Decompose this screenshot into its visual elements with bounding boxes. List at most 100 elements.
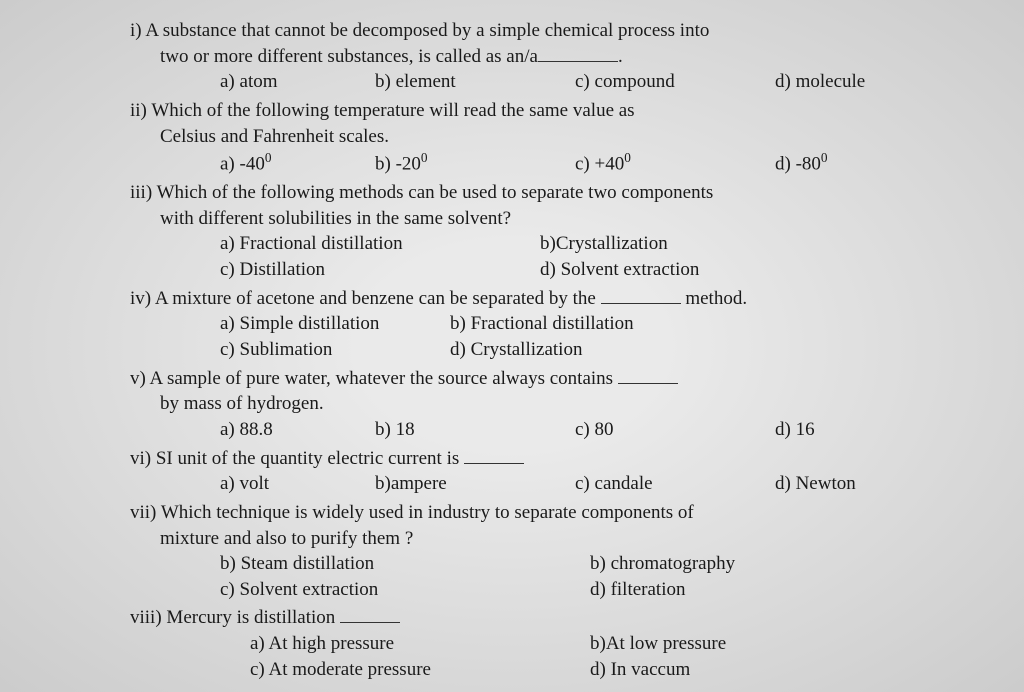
option-a[interactable]: a) Fractional distillation [220, 231, 540, 257]
opt-text: Crystallization [556, 233, 668, 254]
question-line1: Mercury is distillation [166, 607, 335, 628]
option-b[interactable]: b)Crystallization [540, 231, 934, 257]
opt-label: b) [375, 154, 391, 175]
question-line1: Which of the following methods can be us… [157, 182, 714, 203]
opt-text: candale [595, 473, 653, 494]
option-d[interactable]: d) filteration [590, 577, 934, 603]
question-number: iv) [130, 288, 151, 309]
opt-text: Crystallization [471, 339, 583, 360]
opt-text: molecule [796, 71, 866, 92]
question-text: i) A substance that cannot be decomposed… [130, 18, 934, 44]
opt-label: d) [775, 71, 791, 92]
option-b[interactable]: b)ampere [375, 471, 575, 497]
option-a[interactable]: a) At high pressure [250, 631, 590, 657]
option-d[interactable]: d) Solvent extraction [540, 257, 934, 283]
opt-label: b) [590, 633, 606, 654]
opt-label: c) [220, 259, 235, 280]
question-iv: iv) A mixture of acetone and benzene can… [130, 286, 934, 363]
opt-text: compound [595, 71, 675, 92]
option-b[interactable]: b)At low pressure [590, 631, 934, 657]
option-d[interactable]: d) -800 [775, 149, 934, 177]
question-number: vii) [130, 502, 156, 523]
option-d[interactable]: d) molecule [775, 69, 934, 95]
question-line2: two or more different substances, is cal… [130, 44, 934, 70]
opt-text: chromatography [611, 553, 736, 574]
options-row: a) Simple distillation b) Fractional dis… [130, 311, 934, 337]
opt-label: d) [590, 579, 606, 600]
question-line2: with different solubilities in the same … [130, 206, 934, 232]
question-ii: ii) Which of the following temperature w… [130, 98, 934, 177]
opt-text: 80 [595, 419, 614, 440]
option-c[interactable]: c) candale [575, 471, 775, 497]
opt-text: Steam distillation [241, 553, 375, 574]
option-b[interactable]: b) chromatography [590, 551, 934, 577]
opt-text: Distillation [240, 259, 326, 280]
option-a[interactable]: b) Steam distillation [220, 551, 590, 577]
question-line1: A sample of pure water, whatever the sou… [150, 368, 614, 389]
opt-text: 18 [396, 419, 415, 440]
opt-label: a) [220, 473, 235, 494]
question-line1: A mixture of acetone and benzene can be … [155, 288, 596, 309]
opt-label: c) [575, 154, 590, 175]
opt-text: -40 [240, 154, 265, 175]
option-c[interactable]: c) 80 [575, 417, 775, 443]
option-c[interactable]: c) +400 [575, 149, 775, 177]
question-line2-text: by mass of hydrogen. [160, 393, 324, 414]
question-line1: Which of the following temperature will … [151, 100, 634, 121]
exam-page: i) A substance that cannot be decomposed… [130, 18, 934, 682]
opt-text: At high pressure [268, 633, 394, 654]
question-line2-text: mixture and also to purify them ? [160, 528, 413, 549]
opt-label: b) [375, 473, 391, 494]
option-a[interactable]: a) -400 [220, 149, 375, 177]
options-row: c) Sublimation d) Crystallization [130, 337, 934, 363]
question-number: v) [130, 368, 146, 389]
option-c[interactable]: c) Distillation [220, 257, 540, 283]
options-row: c) Distillation d) Solvent extraction [130, 257, 934, 283]
blank [538, 61, 618, 62]
option-d[interactable]: d) In vaccum [590, 657, 934, 683]
question-line2: mixture and also to purify them ? [130, 526, 934, 552]
opt-text: Newton [796, 473, 856, 494]
blank [464, 463, 524, 464]
option-d[interactable]: d) 16 [775, 417, 934, 443]
question-vi: vi) SI unit of the quantity electric cur… [130, 446, 934, 497]
option-c[interactable]: c) compound [575, 69, 775, 95]
options-row: a) atom b) element c) compound d) molecu… [130, 69, 934, 95]
opt-label: b) [375, 419, 391, 440]
option-b[interactable]: b) 18 [375, 417, 575, 443]
option-a[interactable]: a) Simple distillation [220, 311, 450, 337]
question-text: viii) Mercury is distillation [130, 605, 934, 631]
question-line1: A substance that cannot be decomposed by… [145, 20, 709, 41]
opt-label: c) [575, 419, 590, 440]
opt-label: c) [220, 579, 235, 600]
options-row: a) volt b)ampere c) candale d) Newton [130, 471, 934, 497]
option-c[interactable]: c) Solvent extraction [220, 577, 590, 603]
option-c[interactable]: c) Sublimation [220, 337, 450, 363]
option-b[interactable]: b) element [375, 69, 575, 95]
blank [618, 383, 678, 384]
opt-label: d) [775, 154, 791, 175]
option-d[interactable]: d) Crystallization [450, 337, 934, 363]
opt-label: d) [775, 419, 791, 440]
option-c[interactable]: c) At moderate pressure [250, 657, 590, 683]
option-a[interactable]: a) atom [220, 69, 375, 95]
question-line2: Celsius and Fahrenheit scales. [130, 124, 934, 150]
options-row: c) At moderate pressure d) In vaccum [130, 657, 934, 683]
question-number: vi) [130, 448, 151, 469]
option-a[interactable]: a) volt [220, 471, 375, 497]
trailing: method. [685, 288, 747, 309]
option-b[interactable]: b) Fractional distillation [450, 311, 934, 337]
question-line2: by mass of hydrogen. [130, 391, 934, 417]
opt-label: b) [220, 553, 236, 574]
option-b[interactable]: b) -200 [375, 149, 575, 177]
opt-label: c) [250, 659, 265, 680]
blank [340, 622, 400, 623]
opt-text: atom [240, 71, 278, 92]
question-number: viii) [130, 607, 162, 628]
opt-label: d) [450, 339, 466, 360]
option-a[interactable]: a) 88.8 [220, 417, 375, 443]
opt-text: ampere [391, 473, 447, 494]
question-text: vi) SI unit of the quantity electric cur… [130, 446, 934, 472]
option-d[interactable]: d) Newton [775, 471, 934, 497]
options-row: a) -400 b) -200 c) +400 d) -800 [130, 149, 934, 177]
